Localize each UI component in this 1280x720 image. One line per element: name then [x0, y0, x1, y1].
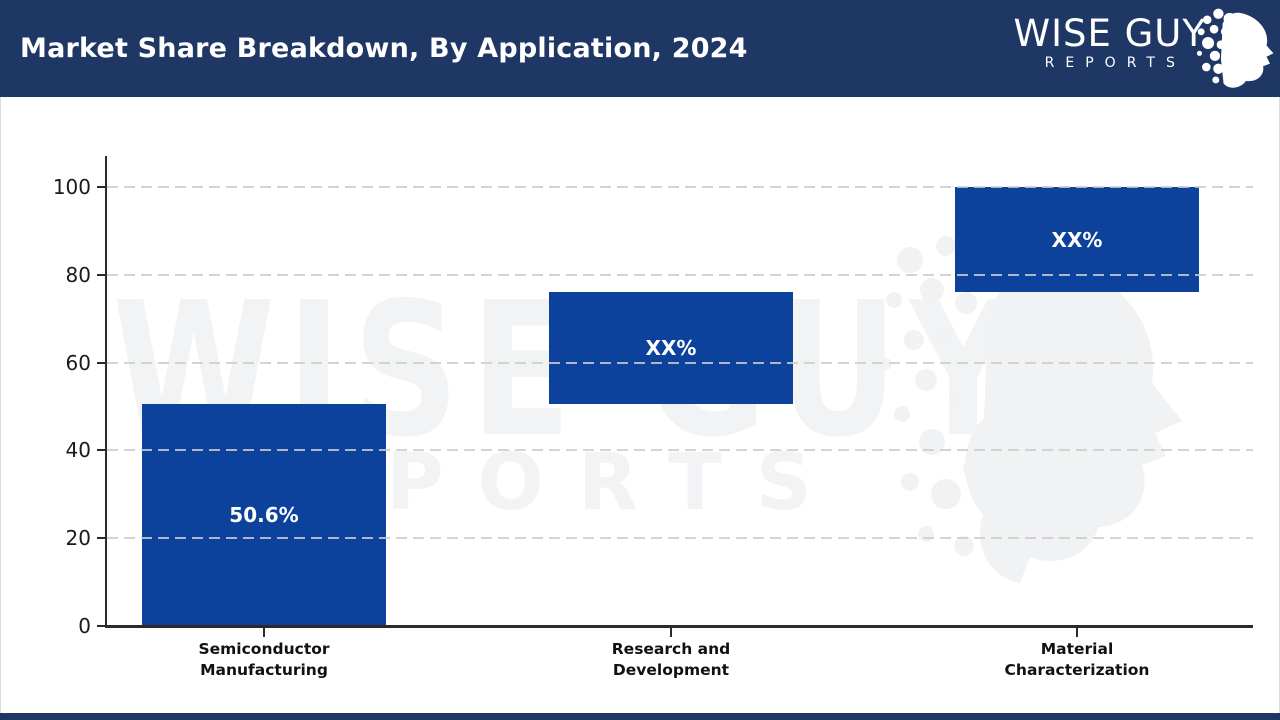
bar-value-label: XX%: [645, 336, 697, 361]
gridline: [107, 537, 1253, 540]
brand-head-icon: [1196, 8, 1274, 88]
y-tick-mark: [97, 186, 105, 188]
x-category-label: Semiconductor Manufacturing: [104, 639, 424, 681]
axis-left-spine: [105, 156, 107, 628]
x-tick-mark: [670, 628, 672, 637]
brand-logo: WISE GUY REPORTS: [1014, 14, 1206, 72]
y-tick-label: 0: [78, 614, 91, 638]
x-category-label-line: Semiconductor: [198, 640, 330, 658]
brand-logo-subtitle: REPORTS: [1044, 55, 1186, 71]
bar-value-label: 50.6%: [229, 502, 299, 527]
x-category-label: Research and Development: [511, 639, 831, 681]
gridline: [107, 361, 1253, 364]
y-tick-mark: [97, 537, 105, 540]
brand-logo-name: WISE GUY: [1013, 12, 1206, 55]
bar-value-label: XX%: [1051, 227, 1103, 252]
gridline: [107, 273, 1253, 276]
x-category-label-line: Research and: [611, 640, 731, 658]
y-tick-label: 100: [52, 175, 91, 199]
y-tick-mark: [97, 361, 105, 364]
y-tick-label: 40: [65, 438, 91, 463]
bar-segment: XX%: [955, 187, 1199, 293]
header: Market Share Breakdown, By Application, …: [0, 0, 1280, 97]
bar-segment: 50.6%: [142, 403, 386, 626]
y-tick-mark: [97, 273, 105, 276]
x-tick-mark: [1076, 628, 1078, 637]
x-category-label-line: Material: [1040, 640, 1114, 658]
footer-bar: [0, 713, 1280, 720]
page-title: Market Share Breakdown, By Application, …: [20, 33, 748, 64]
x-category-label-line: Manufacturing: [200, 661, 328, 679]
x-tick-mark: [263, 628, 265, 637]
gridline: [107, 186, 1253, 188]
y-tick-label: 60: [65, 350, 91, 375]
gridline: [107, 449, 1253, 452]
x-category-label-line: Development: [612, 661, 730, 679]
x-category-label-line: Characterization: [1004, 661, 1150, 679]
y-tick-label: 20: [65, 526, 91, 551]
y-tick-mark: [97, 625, 105, 627]
y-tick-label: 80: [65, 262, 91, 287]
x-category-label: Material Characterization: [917, 639, 1237, 681]
axis-bottom-spine: [105, 625, 1253, 628]
y-tick-mark: [97, 449, 105, 452]
bar-segment: XX%: [549, 292, 793, 404]
